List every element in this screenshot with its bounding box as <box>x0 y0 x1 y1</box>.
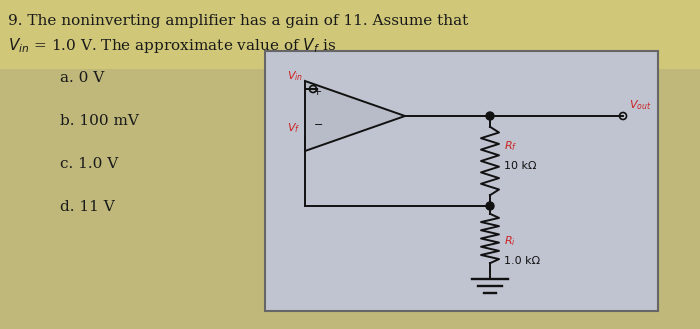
Text: 1.0 kΩ: 1.0 kΩ <box>504 256 540 266</box>
Text: $V_{in}$ = 1.0 V. The approximate value of $V_f$ is: $V_{in}$ = 1.0 V. The approximate value … <box>8 36 336 55</box>
Text: +: + <box>313 87 323 97</box>
Bar <box>0 0 700 69</box>
Bar <box>0 69 700 329</box>
Text: $V_{out}$: $V_{out}$ <box>629 98 652 112</box>
Bar <box>265 51 658 311</box>
Text: b. 100 mV: b. 100 mV <box>60 114 139 128</box>
Circle shape <box>486 202 494 210</box>
Text: $V_{in}$: $V_{in}$ <box>287 69 303 83</box>
Text: c. 1.0 V: c. 1.0 V <box>60 157 118 171</box>
Text: $R_f$: $R_f$ <box>504 139 517 153</box>
Text: d. 11 V: d. 11 V <box>60 200 115 214</box>
Text: a. 0 V: a. 0 V <box>60 71 104 85</box>
Text: $-$: $-$ <box>313 118 323 128</box>
Text: $V_f$: $V_f$ <box>287 121 300 135</box>
Circle shape <box>486 112 494 120</box>
Text: 9. The noninverting amplifier has a gain of 11. Assume that: 9. The noninverting amplifier has a gain… <box>8 14 468 28</box>
Polygon shape <box>305 81 405 151</box>
Text: $R_i$: $R_i$ <box>504 234 516 248</box>
Text: 10 kΩ: 10 kΩ <box>504 161 536 171</box>
